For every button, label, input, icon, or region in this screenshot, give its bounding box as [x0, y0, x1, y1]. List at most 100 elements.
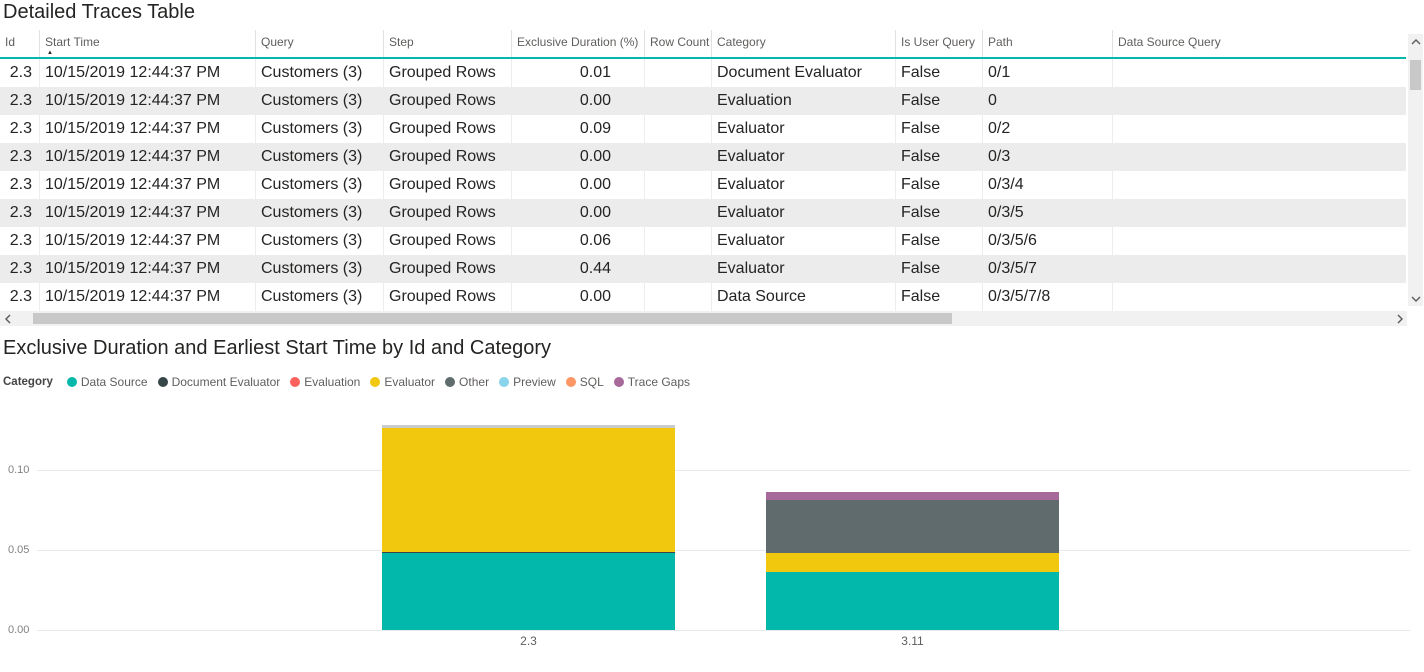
- legend-item-document-evaluator[interactable]: Document Evaluator: [157, 375, 280, 389]
- legend-item-evaluation[interactable]: Evaluation: [290, 375, 360, 389]
- legend-swatch-icon: [370, 377, 381, 387]
- table-cell: Customers (3): [256, 255, 384, 283]
- table-cell: False: [896, 283, 983, 311]
- table-row[interactable]: 2.3 10/15/2019 12:44:37 PM Customers (3) Gr…: [0, 227, 1406, 255]
- table-vertical-scrollbar[interactable]: [1408, 34, 1423, 306]
- table-cell: 0/3: [983, 143, 1113, 171]
- column-header-exclusive-duration[interactable]: Exclusive Duration (%): [512, 30, 645, 57]
- table-cell: 2.3: [0, 115, 40, 143]
- table-cell: 2.3: [0, 227, 40, 255]
- table-cell: 0.01: [512, 59, 645, 87]
- table-cell: False: [896, 87, 983, 115]
- column-header-row-count[interactable]: Row Count: [645, 30, 712, 57]
- table-cell: 0.00: [512, 87, 645, 115]
- legend-label: Data Source: [80, 375, 148, 389]
- table-cell: Customers (3): [256, 171, 384, 199]
- legend-item-data-source[interactable]: Data Source: [66, 375, 148, 389]
- table-cell: Evaluator: [712, 199, 896, 227]
- x-axis-label: 3.11: [901, 634, 924, 648]
- table-cell: 10/15/2019 12:44:37 PM: [40, 283, 256, 311]
- table-cell: [645, 255, 712, 283]
- table-cell: 0.09: [512, 115, 645, 143]
- table-cell: 0/3/4: [983, 171, 1113, 199]
- gridline: [37, 630, 1410, 631]
- vertical-scrollbar-thumb[interactable]: [1410, 60, 1421, 90]
- stacked-bar-3-11[interactable]: [766, 492, 1059, 630]
- table-horizontal-scrollbar[interactable]: [0, 311, 1407, 326]
- bar-segment-evaluator[interactable]: [766, 553, 1059, 573]
- legend-item-sql[interactable]: SQL: [565, 375, 604, 389]
- table-cell: 0.44: [512, 255, 645, 283]
- table-cell: [645, 115, 712, 143]
- table-cell: [1113, 255, 1406, 283]
- bar-segment-data-source[interactable]: [766, 572, 1059, 630]
- bar-segment-trace-gaps[interactable]: [766, 492, 1059, 501]
- table-cell: Evaluation: [712, 87, 896, 115]
- table-row[interactable]: 2.3 10/15/2019 12:44:37 PM Customers (3) Gr…: [0, 143, 1406, 171]
- table-row[interactable]: 2.3 10/15/2019 12:44:37 PM Customers (3) Gr…: [0, 255, 1406, 283]
- table-cell: 2.3: [0, 87, 40, 115]
- legend-item-trace-gaps[interactable]: Trace Gaps: [613, 375, 690, 389]
- bar-clipped-indicator: [382, 425, 675, 429]
- table-cell: Evaluator: [712, 255, 896, 283]
- table-row[interactable]: 2.3 10/15/2019 12:44:37 PM Customers (3) Gr…: [0, 283, 1406, 311]
- table-cell: [645, 227, 712, 255]
- column-header-query[interactable]: Query: [256, 30, 384, 57]
- column-header-category[interactable]: Category: [712, 30, 896, 57]
- table-cell: False: [896, 255, 983, 283]
- bar-segment-other[interactable]: [766, 500, 1059, 554]
- stacked-bar-2-3[interactable]: [382, 425, 675, 630]
- column-header-is-user-query[interactable]: Is User Query: [896, 30, 983, 57]
- table-body: 2.3 10/15/2019 12:44:37 PM Customers (3) Gr…: [0, 59, 1406, 311]
- table-row[interactable]: 2.3 10/15/2019 12:44:37 PM Customers (3) Gr…: [0, 171, 1406, 199]
- table-cell: Grouped Rows: [384, 171, 512, 199]
- column-header-step[interactable]: Step: [384, 30, 512, 57]
- x-axis-label: 2.3: [520, 634, 537, 648]
- scroll-right-icon[interactable]: [1392, 311, 1407, 326]
- table-cell: 10/15/2019 12:44:37 PM: [40, 255, 256, 283]
- table-cell: 0.00: [512, 283, 645, 311]
- column-header-start-time[interactable]: Start Time ▲: [40, 30, 256, 57]
- table-cell: [645, 171, 712, 199]
- legend-swatch-icon: [445, 377, 456, 387]
- table-cell: 10/15/2019 12:44:37 PM: [40, 227, 256, 255]
- table-row[interactable]: 2.3 10/15/2019 12:44:37 PM Customers (3) Gr…: [0, 87, 1406, 115]
- table-cell: 0/2: [983, 115, 1113, 143]
- scroll-up-icon[interactable]: [1408, 34, 1423, 49]
- table-cell: False: [896, 59, 983, 87]
- table-cell: 2.3: [0, 255, 40, 283]
- legend-item-evaluator[interactable]: Evaluator: [370, 375, 435, 389]
- table-cell: [1113, 143, 1406, 171]
- sort-ascending-icon: ▲: [47, 50, 53, 56]
- table-cell: Grouped Rows: [384, 283, 512, 311]
- table-cell: [645, 283, 712, 311]
- legend-title: Category: [3, 376, 53, 388]
- scroll-down-icon[interactable]: [1408, 291, 1423, 306]
- bar-segment-data-source[interactable]: [382, 553, 675, 630]
- column-header-id[interactable]: Id: [0, 30, 40, 57]
- legend-item-other[interactable]: Other: [445, 375, 489, 389]
- y-axis-tick-label: 0.05: [8, 544, 30, 556]
- table-cell: [1113, 199, 1406, 227]
- column-header-path[interactable]: Path: [983, 30, 1113, 57]
- bar-segment-document-evaluator[interactable]: [382, 551, 675, 554]
- horizontal-scrollbar-thumb[interactable]: [33, 313, 952, 324]
- table-cell: 10/15/2019 12:44:37 PM: [40, 143, 256, 171]
- column-header-label: Is User Query: [901, 35, 976, 49]
- column-header-data-source-query[interactable]: Data Source Query: [1113, 30, 1406, 57]
- table-row[interactable]: 2.3 10/15/2019 12:44:37 PM Customers (3) Gr…: [0, 199, 1406, 227]
- table-cell: Customers (3): [256, 283, 384, 311]
- table-row[interactable]: 2.3 10/15/2019 12:44:37 PM Customers (3) Gr…: [0, 59, 1406, 87]
- table-cell: Grouped Rows: [384, 199, 512, 227]
- table-row[interactable]: 2.3 10/15/2019 12:44:37 PM Customers (3) Gr…: [0, 115, 1406, 143]
- column-header-label: Exclusive Duration (%): [517, 35, 639, 49]
- table-cell: False: [896, 199, 983, 227]
- bar-segment-evaluator[interactable]: [382, 428, 675, 552]
- table-cell: [645, 143, 712, 171]
- scroll-left-icon[interactable]: [0, 311, 15, 326]
- legend-item-preview[interactable]: Preview: [499, 375, 556, 389]
- table-cell: 2.3: [0, 199, 40, 227]
- column-header-label: Query: [261, 35, 294, 49]
- gridline: [37, 550, 1410, 551]
- legend-swatch-icon: [66, 377, 77, 387]
